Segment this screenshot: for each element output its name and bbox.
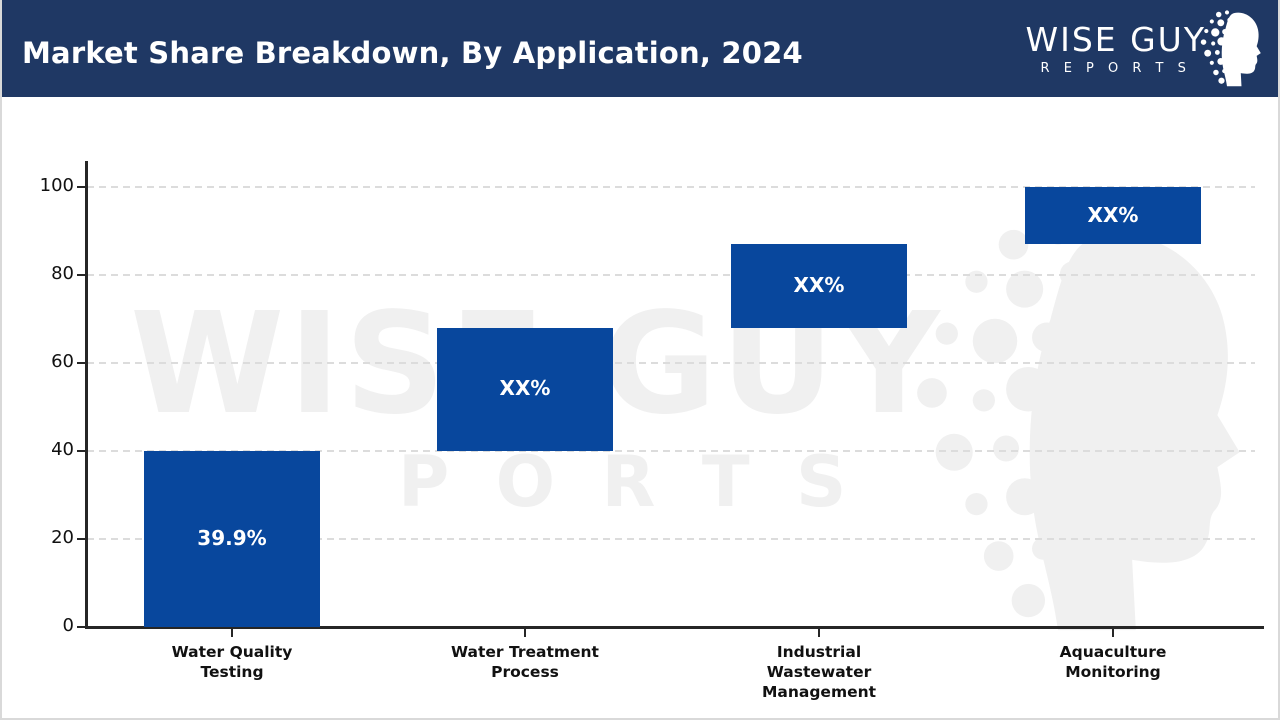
logo-reports-label: R E P O R T S bbox=[1040, 60, 1191, 76]
bar bbox=[731, 244, 907, 328]
y-tick-mark bbox=[77, 626, 85, 628]
bar-value-label: XX% bbox=[793, 273, 845, 297]
y-tick-mark bbox=[77, 450, 85, 452]
x-category-label: Aquaculture Monitoring bbox=[993, 642, 1233, 682]
y-tick-label: 0 bbox=[62, 615, 74, 636]
x-axis-line bbox=[85, 626, 1264, 629]
y-tick-mark bbox=[77, 538, 85, 540]
chart-area: WISE GUY P O R T S 0 20 40 60 80 100 39.9% XX% X… bbox=[2, 97, 1278, 718]
y-axis-line bbox=[85, 161, 88, 629]
grid-line bbox=[87, 186, 1255, 188]
y-tick-mark bbox=[77, 362, 85, 364]
logo-brand-name: WISE GUY bbox=[1025, 19, 1206, 59]
x-category-label: Water Quality Testing bbox=[112, 642, 352, 682]
y-tick-label: 40 bbox=[51, 439, 74, 460]
y-tick-label: 100 bbox=[39, 175, 74, 196]
x-category-label-line: Monitoring bbox=[1065, 663, 1161, 681]
x-category-label-line: Management bbox=[761, 683, 877, 701]
x-category-label-line: Aquaculture bbox=[1059, 643, 1167, 661]
chart-title: Market Share Breakdown, By Application, … bbox=[22, 35, 803, 70]
x-category-label: Industrial Wastewater Management bbox=[699, 642, 939, 702]
grid-line bbox=[87, 274, 1255, 276]
x-category-label-line: Wastewater bbox=[766, 663, 872, 681]
face-profile-dots-icon bbox=[1200, 9, 1261, 86]
bar-value-label: XX% bbox=[499, 376, 551, 401]
y-tick-label: 80 bbox=[51, 263, 74, 284]
plot: 0 20 40 60 80 100 39.9% XX% XX% XX% Water Quality T… bbox=[2, 97, 1278, 718]
x-category-label-line: Water Quality bbox=[171, 643, 293, 661]
y-tick-label: 60 bbox=[51, 351, 74, 372]
logo-text: WISE GUY R E P O R T S bbox=[1025, 23, 1206, 75]
x-category-label-line: Testing bbox=[200, 663, 264, 681]
bar-value-label: 39.9% bbox=[197, 526, 267, 550]
grid-line bbox=[87, 538, 1255, 540]
x-tick-mark bbox=[231, 629, 233, 637]
grid-line bbox=[87, 362, 1255, 364]
y-tick-mark bbox=[77, 274, 85, 276]
x-tick-mark bbox=[524, 629, 526, 637]
bar-value-label: XX% bbox=[1087, 202, 1139, 227]
x-category-label-line: Water Treatment bbox=[451, 643, 599, 661]
x-category-label-line: Industrial bbox=[776, 643, 862, 661]
y-tick-label: 20 bbox=[51, 527, 74, 548]
grid-line bbox=[87, 450, 1255, 452]
x-category-label: Water Treatment Process bbox=[405, 642, 645, 682]
y-tick-mark bbox=[77, 186, 85, 188]
bar bbox=[144, 451, 320, 627]
bar bbox=[437, 327, 613, 451]
header-banner: Market Share Breakdown, By Application, … bbox=[2, 0, 1278, 97]
x-tick-mark bbox=[1112, 629, 1114, 637]
x-category-label-line: Process bbox=[491, 663, 559, 681]
wiseguy-reports-logo: WISE GUY R E P O R T S bbox=[1025, 9, 1264, 89]
x-tick-mark bbox=[818, 629, 820, 637]
